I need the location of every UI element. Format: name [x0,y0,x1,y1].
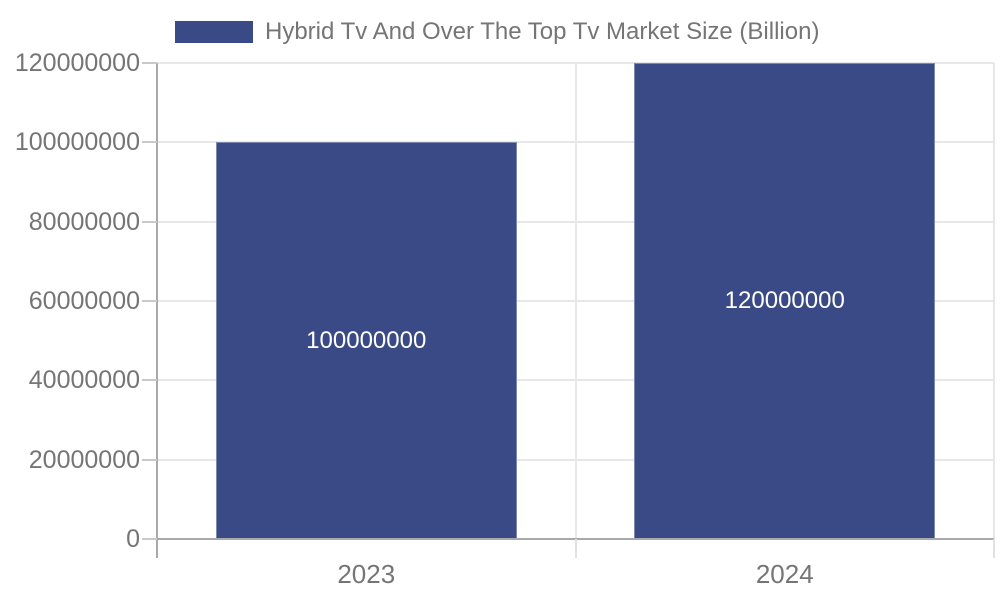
y-axis-tick-label: 40000000 [28,366,140,395]
v-gridline [993,63,995,539]
bar-value-label: 100000000 [306,326,427,354]
y-axis-tick [142,220,157,223]
y-axis-tick [142,458,157,461]
y-axis-tick [142,300,157,302]
x-axis-tick [993,539,995,558]
bar-2024 [634,63,936,539]
y-axis-tick [142,141,157,144]
plot-area: 100000000 120000000 [157,62,995,539]
bar-value-label: 120000000 [724,287,845,314]
v-gridline [574,63,577,539]
x-axis-category-label: 2024 [755,559,814,589]
x-axis-line [144,538,994,540]
y-axis-tick-label: 20000000 [28,445,140,474]
chart-title: Hybrid Tv And Over The Top Tv Market Siz… [265,18,820,45]
x-axis-category-label: 2023 [337,559,396,589]
y-axis-tick-label: 100000000 [14,128,140,157]
y-axis-tick-label: 80000000 [28,207,140,236]
y-axis-tick-label: 0 [126,525,140,553]
bar-2023 [215,142,517,539]
y-axis-tick [142,62,157,64]
legend: Hybrid Tv And Over The Top Tv Market Siz… [175,14,819,50]
x-axis-tick [574,539,577,558]
y-axis-tick [142,538,157,540]
y-axis-tick-label: 120000000 [14,49,140,77]
y-axis-line [156,63,158,558]
y-axis-tick [142,379,157,382]
y-axis-tick-label: 60000000 [28,287,140,315]
legend-swatch [175,21,253,43]
